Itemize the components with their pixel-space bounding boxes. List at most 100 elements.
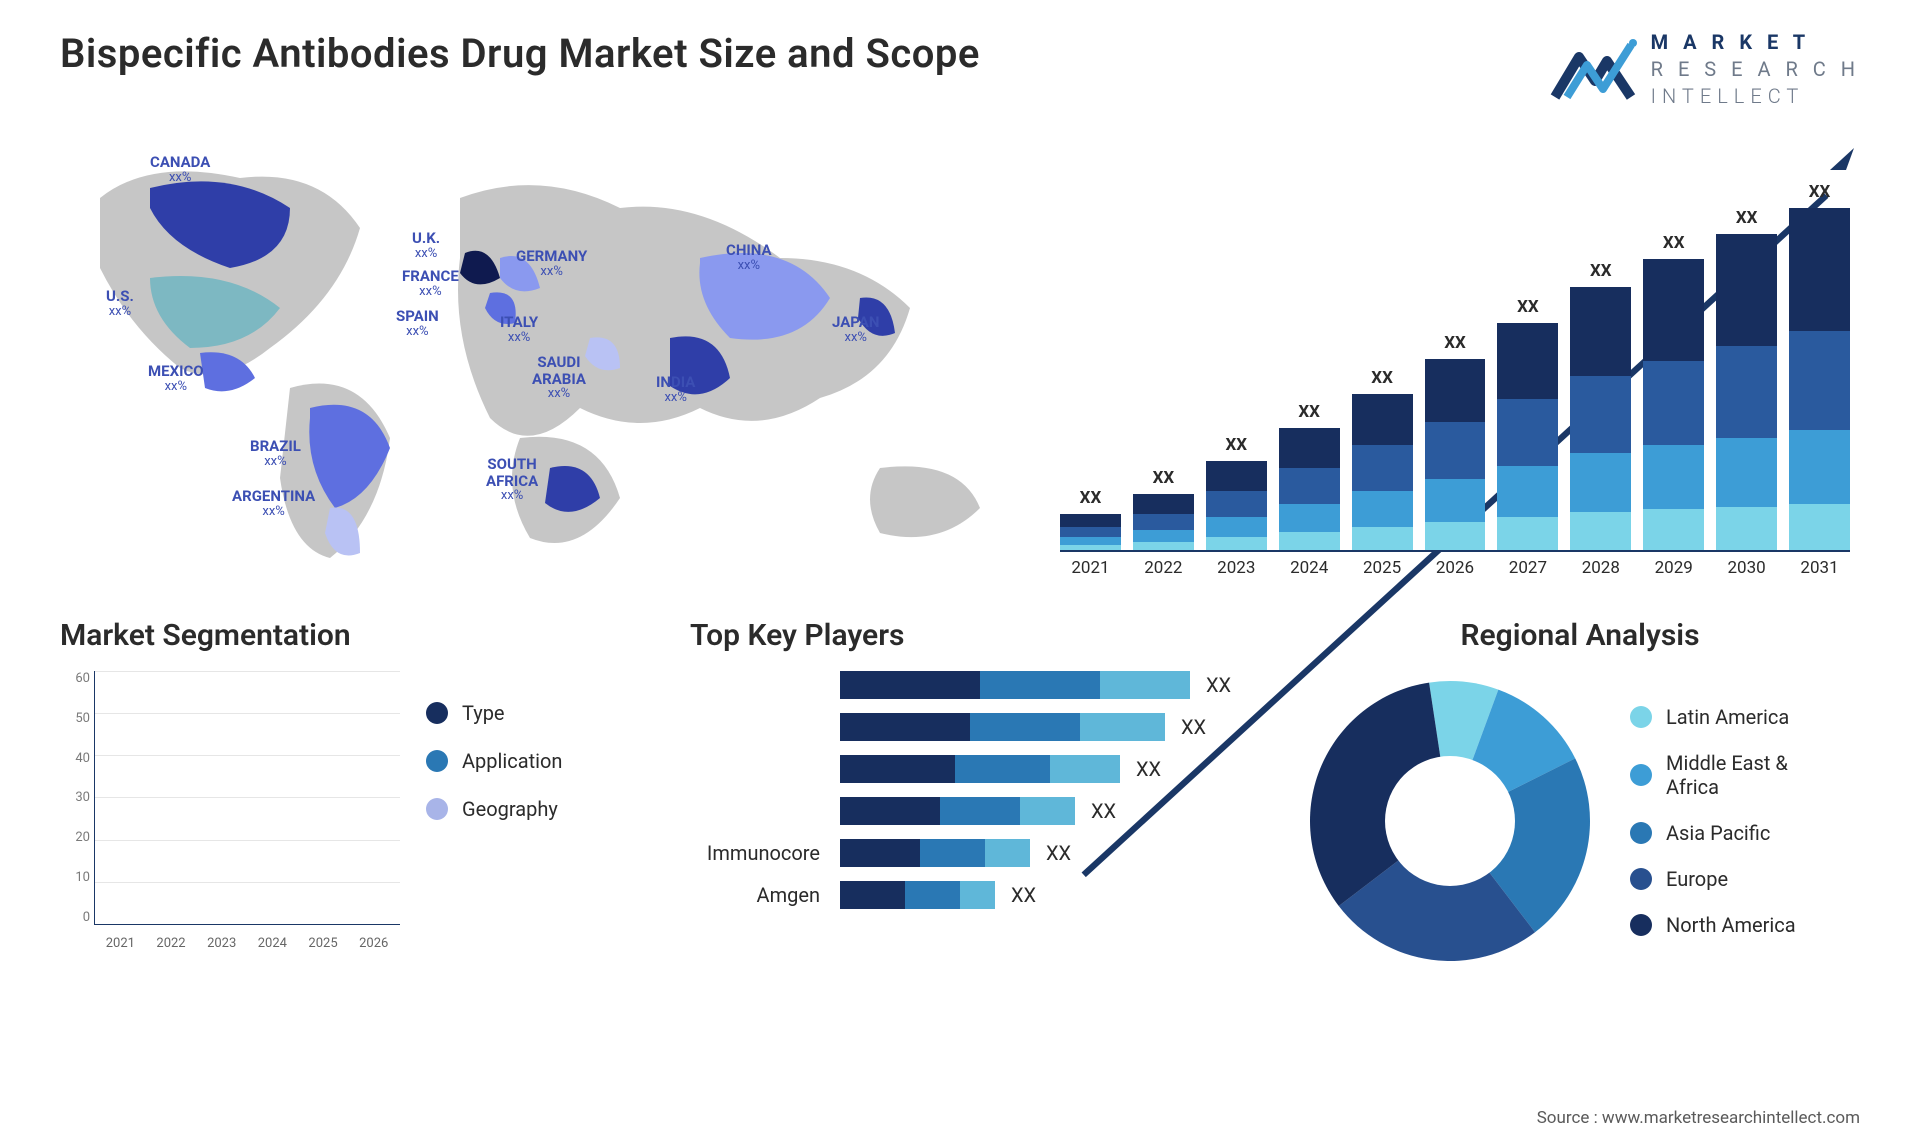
key-players-panel: Top Key Players XXXXXXXXImmunocoreXXAmge…	[690, 618, 1250, 971]
growth-year-label: 2022	[1133, 552, 1194, 578]
legend-label: Europe	[1666, 867, 1728, 891]
legend-swatch-icon	[1630, 914, 1652, 936]
bar-top-label: XX	[1517, 297, 1539, 317]
regional-panel: Regional Analysis Latin America Middle Ea…	[1300, 618, 1860, 971]
legend-item: Application	[426, 749, 562, 773]
legend-item: Asia Pacific	[1630, 821, 1796, 845]
legend-label: Middle East &Africa	[1666, 751, 1788, 799]
seg-ytick: 0	[60, 910, 90, 925]
bar-top-label: XX	[1371, 368, 1393, 388]
regional-donut-chart	[1300, 671, 1600, 971]
segmentation-panel: Market Segmentation 0102030405060 202120…	[60, 618, 640, 971]
key-player-value: XX	[1206, 673, 1231, 697]
seg-ytick: 60	[60, 671, 90, 686]
regional-title: Regional Analysis	[1300, 618, 1860, 653]
map-label: U.S.xx%	[106, 288, 134, 319]
bar-top-label: XX	[1080, 488, 1102, 508]
map-label: JAPANxx%	[832, 314, 879, 345]
legend-label: Asia Pacific	[1666, 821, 1770, 845]
key-player-bar	[840, 755, 1120, 783]
map-label: SOUTHAFRICAxx%	[486, 456, 538, 503]
key-player-bar	[840, 839, 1030, 867]
segmentation-legend: Type Application Geography	[426, 671, 562, 951]
growth-year-label: 2021	[1060, 552, 1121, 578]
logo-line2: R E S E A R C H	[1651, 57, 1860, 81]
legend-swatch-icon	[426, 750, 448, 772]
growth-bar: XX	[1497, 297, 1558, 550]
map-label: BRAZILxx%	[250, 438, 301, 469]
segmentation-title: Market Segmentation	[60, 618, 640, 653]
map-label: MEXICOxx%	[148, 363, 204, 394]
growth-chart-panel: XXXXXXXXXXXXXXXXXXXXXX 20212022202320242…	[1060, 138, 1860, 578]
growth-year-label: 2030	[1716, 552, 1777, 578]
map-label: INDIAxx%	[656, 374, 695, 405]
seg-year-label: 2023	[201, 930, 242, 951]
map-label: FRANCExx%	[402, 268, 459, 299]
seg-ytick: 50	[60, 711, 90, 726]
growth-year-label: 2029	[1643, 552, 1704, 578]
map-label: CHINAxx%	[726, 242, 772, 273]
growth-bar: XX	[1570, 261, 1631, 550]
bar-top-label: XX	[1444, 333, 1466, 353]
legend-label: North America	[1666, 913, 1796, 937]
key-player-value: XX	[1091, 799, 1116, 823]
legend-swatch-icon	[1630, 868, 1652, 890]
growth-bar: XX	[1425, 333, 1486, 550]
bar-top-label: XX	[1225, 435, 1247, 455]
map-label: CANADAxx%	[150, 154, 210, 185]
regional-legend: Latin America Middle East &Africa Asia Pac…	[1630, 705, 1796, 937]
legend-swatch-icon	[1630, 706, 1652, 728]
seg-year-label: 2025	[303, 930, 344, 951]
page-title: Bispecific Antibodies Drug Market Size a…	[60, 30, 980, 77]
segmentation-chart: 0102030405060 202120222023202420252026	[60, 671, 400, 951]
legend-label: Type	[462, 701, 505, 725]
growth-year-label: 2024	[1279, 552, 1340, 578]
key-player-row: XX	[840, 797, 1250, 825]
legend-label: Latin America	[1666, 705, 1789, 729]
legend-item: Europe	[1630, 867, 1796, 891]
world-map-panel: CANADAxx% U.S.xx% MEXICOxx% BRAZILxx% ARGENT…	[60, 138, 1020, 578]
key-player-value: XX	[1181, 715, 1206, 739]
key-player-label: Immunocore	[707, 841, 820, 865]
key-player-value: XX	[1011, 883, 1036, 907]
legend-label: Geography	[462, 797, 558, 821]
key-player-bar	[840, 881, 995, 909]
logo-mark-icon	[1549, 35, 1637, 103]
source-line: Source : www.marketresearchintellect.com	[1537, 1108, 1860, 1128]
map-label: U.K.xx%	[412, 230, 440, 261]
bar-top-label: XX	[1298, 402, 1320, 422]
key-player-bar	[840, 713, 1165, 741]
growth-bar: XX	[1352, 368, 1413, 550]
seg-ytick: 30	[60, 790, 90, 805]
map-label: ARGENTINAxx%	[232, 488, 315, 519]
key-player-row: XX	[840, 755, 1250, 783]
growth-year-label: 2023	[1206, 552, 1267, 578]
legend-swatch-icon	[426, 702, 448, 724]
growth-bar: XX	[1789, 182, 1850, 550]
key-player-bar	[840, 671, 1190, 699]
growth-year-label: 2027	[1497, 552, 1558, 578]
map-label: SAUDIARABIAxx%	[532, 354, 586, 401]
growth-bar: XX	[1716, 208, 1777, 550]
logo-line3: INTELLECT	[1651, 84, 1860, 108]
growth-bar: XX	[1643, 233, 1704, 550]
seg-ytick: 40	[60, 751, 90, 766]
growth-year-label: 2031	[1789, 552, 1850, 578]
seg-year-label: 2024	[252, 930, 293, 951]
seg-ytick: 10	[60, 870, 90, 885]
seg-year-label: 2022	[151, 930, 192, 951]
map-label: SPAINxx%	[396, 308, 439, 339]
legend-swatch-icon	[426, 798, 448, 820]
legend-item: Latin America	[1630, 705, 1796, 729]
map-label: ITALYxx%	[500, 314, 538, 345]
bar-top-label: XX	[1736, 208, 1758, 228]
legend-label: Application	[462, 749, 562, 773]
arrowhead-icon	[1828, 146, 1856, 174]
key-player-row: AmgenXX	[840, 881, 1250, 909]
bar-top-label: XX	[1809, 182, 1831, 202]
growth-bar: XX	[1279, 402, 1340, 550]
growth-bar: XX	[1060, 488, 1121, 550]
legend-item: Geography	[426, 797, 562, 821]
legend-swatch-icon	[1630, 822, 1652, 844]
key-players-title: Top Key Players	[690, 618, 1250, 653]
